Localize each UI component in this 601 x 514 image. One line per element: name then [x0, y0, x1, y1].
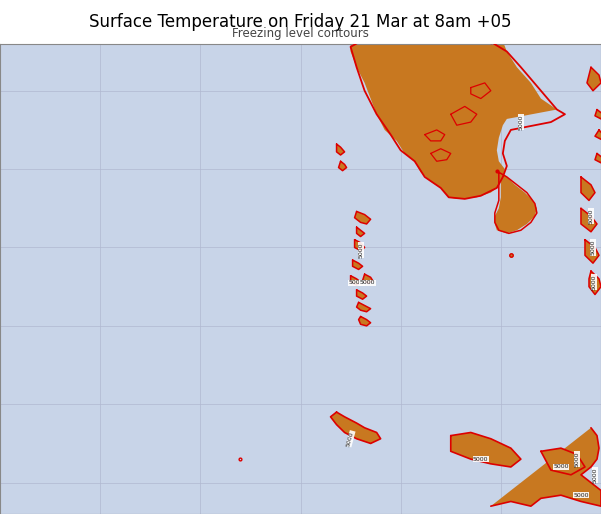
Polygon shape: [585, 240, 599, 263]
Polygon shape: [355, 240, 365, 251]
Text: 5000: 5000: [346, 431, 355, 447]
Polygon shape: [331, 412, 380, 444]
Text: 5000: 5000: [358, 242, 363, 258]
Text: 5000: 5000: [349, 280, 364, 285]
Polygon shape: [491, 428, 601, 506]
Polygon shape: [581, 177, 595, 200]
Polygon shape: [589, 271, 601, 295]
Polygon shape: [595, 130, 601, 139]
Polygon shape: [595, 109, 601, 119]
Polygon shape: [359, 317, 371, 326]
Text: Freezing level contours: Freezing level contours: [232, 27, 369, 40]
Text: 5000: 5000: [575, 451, 579, 467]
Polygon shape: [541, 448, 585, 475]
Polygon shape: [337, 144, 344, 155]
Polygon shape: [356, 290, 367, 299]
Polygon shape: [338, 161, 347, 171]
Text: 5000: 5000: [593, 467, 597, 483]
Polygon shape: [355, 211, 371, 224]
Polygon shape: [350, 36, 557, 199]
Text: 5000: 5000: [591, 274, 596, 290]
Polygon shape: [353, 260, 362, 269]
Polygon shape: [495, 172, 537, 233]
Text: 5000: 5000: [473, 456, 489, 462]
Text: 5000: 5000: [553, 465, 569, 469]
Text: 5000: 5000: [591, 240, 596, 255]
Text: 5000: 5000: [588, 208, 593, 224]
Text: Surface Temperature on Friday 21 Mar at 8am +05: Surface Temperature on Friday 21 Mar at …: [90, 13, 511, 31]
Polygon shape: [451, 432, 521, 467]
Polygon shape: [356, 227, 365, 236]
Text: 5000: 5000: [519, 114, 523, 130]
Text: 5000: 5000: [573, 493, 589, 498]
Polygon shape: [581, 208, 597, 232]
Polygon shape: [356, 302, 371, 312]
Polygon shape: [587, 67, 601, 90]
Polygon shape: [595, 153, 601, 163]
Polygon shape: [350, 276, 361, 285]
Text: 5000: 5000: [360, 280, 376, 285]
Polygon shape: [362, 274, 373, 284]
